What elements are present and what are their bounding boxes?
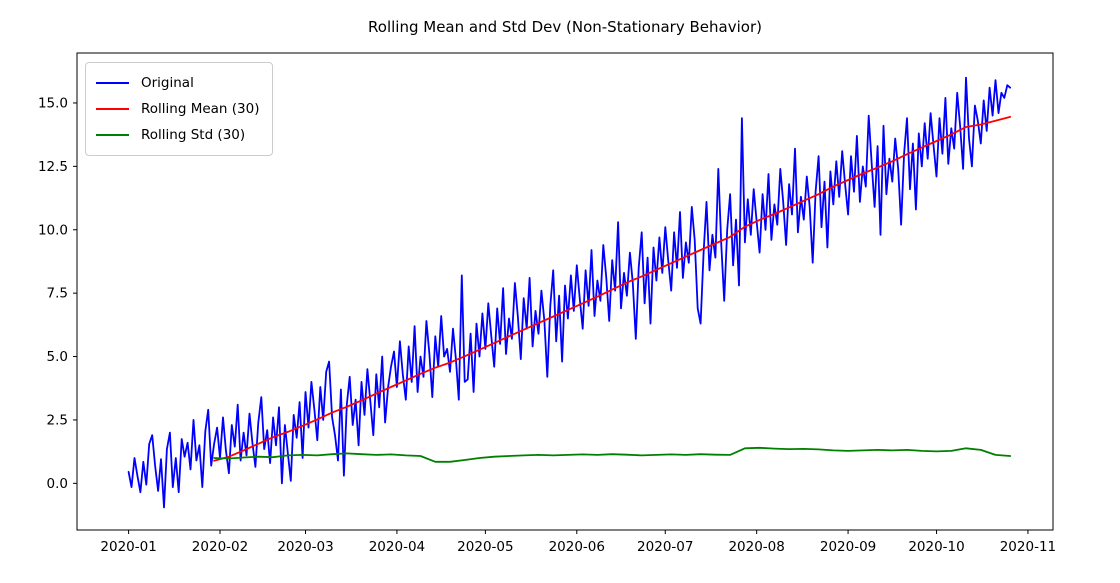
legend-item-rolling-mean: Rolling Mean (30) (96, 96, 260, 122)
x-tick-label: 2020-02 (192, 539, 248, 555)
legend-label-original: Original (141, 75, 194, 91)
y-tick-label: 5.0 (47, 349, 68, 365)
x-tick-label: 2020-07 (637, 539, 693, 555)
x-tick-label: 2020-04 (369, 539, 425, 555)
x-tick-label: 2020-05 (457, 539, 513, 555)
x-tick-label: 2020-01 (100, 539, 156, 555)
legend-label-rolling-std: Rolling Std (30) (141, 127, 246, 143)
x-tick-label: 2020-06 (549, 539, 605, 555)
series-line-rolling-mean-30 (213, 116, 1012, 462)
chart-title: Rolling Mean and Std Dev (Non-Stationary… (368, 18, 762, 36)
y-tick-label: 0.0 (47, 476, 68, 492)
series-line-original (127, 76, 1012, 509)
legend-label-rolling-mean: Rolling Mean (30) (141, 101, 260, 117)
legend-item-rolling-std: Rolling Std (30) (96, 122, 260, 148)
legend-line-swatch-rolling-std (96, 133, 129, 137)
x-tick-label: 2020-08 (728, 539, 784, 555)
series-line-rolling-std-30 (213, 446, 1012, 463)
y-tick-label: 10.0 (38, 222, 68, 238)
legend-line-swatch-rolling-mean (96, 107, 129, 111)
axes-frame (76, 52, 1054, 531)
y-tick-label: 12.5 (38, 159, 68, 175)
legend: Original Rolling Mean (30) Rolling Std (… (85, 62, 273, 156)
legend-line-swatch-original (96, 81, 129, 85)
legend-item-original: Original (96, 70, 260, 96)
y-tick-label: 7.5 (47, 286, 68, 302)
x-tick-label: 2020-03 (277, 539, 333, 555)
x-tick-label: 2020-09 (820, 539, 876, 555)
y-tick-label: 2.5 (47, 412, 68, 428)
x-tick-label: 2020-10 (908, 539, 964, 555)
x-tick-label: 2020-11 (1000, 539, 1056, 555)
y-tick-label: 15.0 (38, 95, 68, 111)
